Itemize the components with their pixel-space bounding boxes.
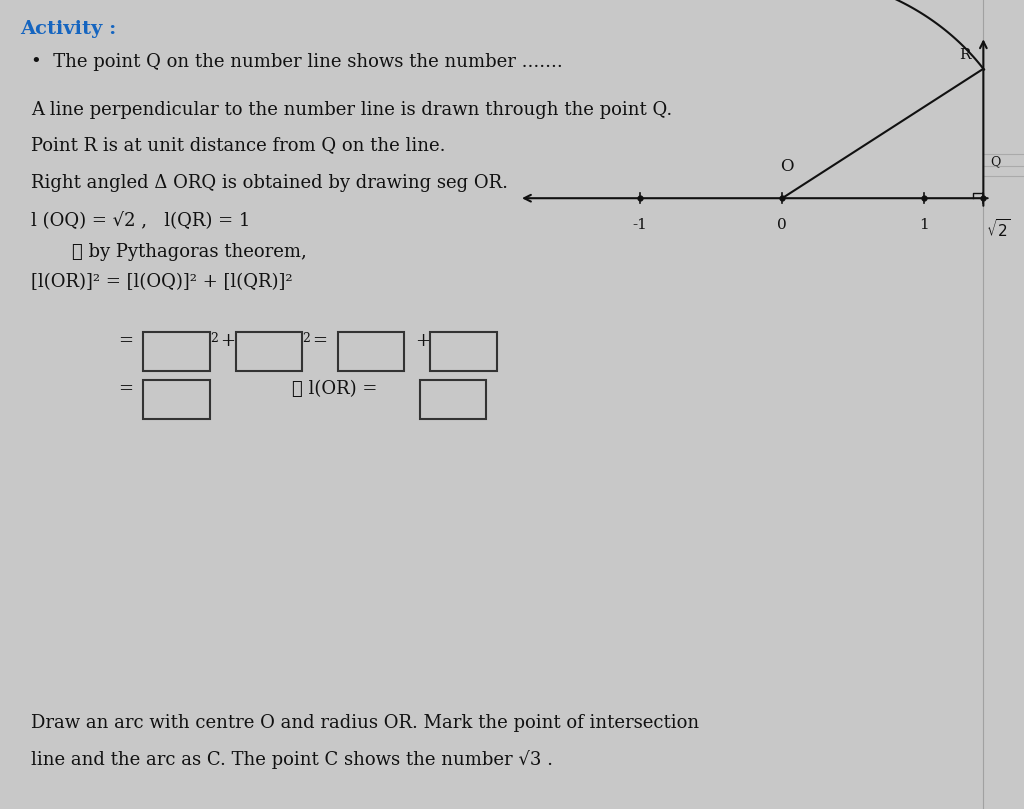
Text: 2: 2 (302, 332, 310, 345)
Text: =: = (118, 380, 133, 398)
Text: ∴ l(OR) =: ∴ l(OR) = (292, 380, 377, 398)
Text: Q: Q (990, 155, 1000, 168)
Text: 2: 2 (210, 332, 218, 345)
Bar (143, 380, 210, 419)
Text: $\sqrt{2}$: $\sqrt{2}$ (986, 218, 1012, 239)
Text: -1: -1 (633, 218, 647, 231)
Text: Point R is at unit distance from Q on the line.: Point R is at unit distance from Q on th… (31, 136, 445, 154)
Text: Right angled Δ ORQ is obtained by drawing seg OR.: Right angled Δ ORQ is obtained by drawin… (31, 174, 508, 192)
Text: A line perpendicular to the number line is drawn through the point Q.: A line perpendicular to the number line … (31, 101, 672, 119)
Text: =: = (118, 332, 133, 349)
Text: Draw an arc with centre O and radius OR. Mark the point of intersection: Draw an arc with centre O and radius OR.… (31, 714, 698, 731)
Text: l (OQ) = √2 ,   l(QR) = 1: l (OQ) = √2 , l(QR) = 1 (31, 212, 250, 230)
Text: O: O (780, 158, 794, 175)
Bar (430, 332, 497, 371)
Text: 1: 1 (920, 218, 930, 231)
Bar (143, 332, 210, 371)
Text: [l(OR)]² = [l(OQ)]² + [l(QR)]²: [l(OR)]² = [l(OQ)]² + [l(QR)]² (31, 273, 292, 291)
Text: •  The point Q on the number line shows the number .......: • The point Q on the number line shows t… (31, 53, 562, 70)
Text: +: + (415, 332, 430, 349)
Text: R: R (959, 49, 971, 62)
Bar (236, 332, 302, 371)
Text: Activity :: Activity : (20, 20, 117, 38)
Text: line and the arc as C. The point C shows the number √3 .: line and the arc as C. The point C shows… (31, 750, 553, 769)
Text: 0: 0 (777, 218, 787, 231)
Text: =: = (312, 332, 328, 349)
Bar (338, 332, 404, 371)
Text: ∴ by Pythagoras theorem,: ∴ by Pythagoras theorem, (72, 243, 306, 260)
Bar (420, 380, 486, 419)
Text: +: + (220, 332, 236, 349)
